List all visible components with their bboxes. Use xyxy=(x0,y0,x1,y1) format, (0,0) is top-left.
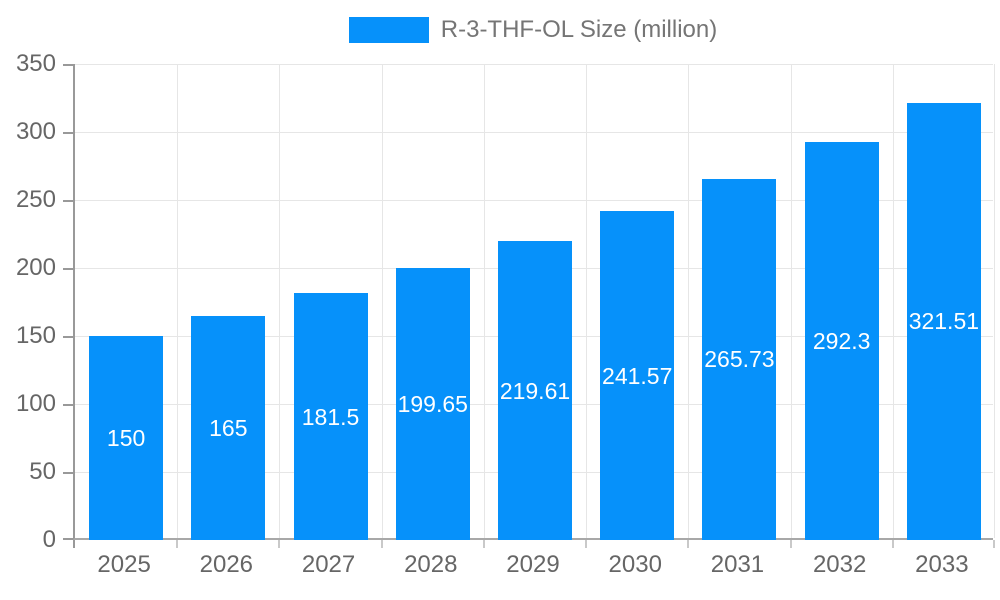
x-axis-tick xyxy=(278,540,281,548)
x-axis-tick xyxy=(789,540,792,548)
x-axis-tick xyxy=(891,540,894,548)
bar-2033[interactable] xyxy=(906,102,981,540)
y-axis-tick xyxy=(63,64,73,66)
gridline-vertical xyxy=(892,64,894,538)
x-tick-label: 2030 xyxy=(608,551,662,578)
x-axis-tick xyxy=(176,540,179,548)
y-axis-tick xyxy=(63,268,73,270)
y-axis-tick xyxy=(63,336,73,338)
x-axis-tick xyxy=(380,540,383,548)
x-tick-label: 2026 xyxy=(199,551,254,578)
gridline-horizontal xyxy=(75,132,993,133)
y-axis-tick xyxy=(63,472,73,474)
legend[interactable]: R-3-THF-OL Size (million) xyxy=(73,14,993,46)
y-axis-labels: 0 50 100 150 200 250 300 350 xyxy=(0,52,56,552)
gridline-vertical xyxy=(483,64,485,538)
x-tick-label: 2029 xyxy=(506,551,560,578)
y-tick-label: 50 xyxy=(29,458,56,485)
x-tick-label: 2033 xyxy=(915,551,969,578)
bar-2032[interactable] xyxy=(804,142,879,540)
gridline-vertical xyxy=(279,64,281,538)
bar-2028[interactable] xyxy=(395,268,470,540)
y-axis-tick xyxy=(63,200,73,202)
y-axis-tick xyxy=(63,132,73,134)
gridline-horizontal xyxy=(75,64,993,65)
y-tick-label: 150 xyxy=(15,322,56,349)
y-tick-label: 350 xyxy=(15,50,56,77)
gridline-horizontal xyxy=(75,200,993,201)
y-tick-label: 300 xyxy=(15,118,56,145)
gridline-vertical xyxy=(586,64,588,538)
gridline-vertical xyxy=(688,64,690,538)
x-axis-tick xyxy=(993,540,995,548)
bar-2029[interactable] xyxy=(498,241,572,540)
plot-area: 150 165 181.5 199.65 219.61 241.57 265.73 292.3… xyxy=(63,64,995,548)
x-tick-label: 2032 xyxy=(812,551,867,578)
y-axis-tick xyxy=(63,404,73,406)
x-tick-label: 2031 xyxy=(710,551,765,578)
bar-2031[interactable] xyxy=(702,178,777,540)
x-axis-tick xyxy=(73,540,75,548)
x-tick-label: 2027 xyxy=(301,551,356,578)
y-axis-tick xyxy=(63,538,73,540)
legend-swatch[interactable] xyxy=(348,17,429,43)
x-tick-label: 2025 xyxy=(97,551,151,578)
x-axis-tick xyxy=(482,540,485,548)
x-axis-tick xyxy=(687,540,690,548)
x-axis-tick xyxy=(585,540,588,548)
gridline-vertical xyxy=(994,64,995,538)
y-tick-label: 250 xyxy=(15,186,56,213)
bar-2025[interactable] xyxy=(89,336,164,540)
x-tick-label: 2028 xyxy=(404,551,458,578)
bar-2030[interactable] xyxy=(600,211,675,540)
bar-2026[interactable] xyxy=(191,315,266,540)
y-tick-label: 100 xyxy=(15,390,56,417)
legend-label[interactable]: R-3-THF-OL Size (million) xyxy=(440,16,718,43)
gridline-vertical xyxy=(177,64,179,538)
y-tick-label: 0 xyxy=(42,526,56,553)
bar-2027[interactable] xyxy=(293,293,368,540)
y-tick-label: 200 xyxy=(15,254,56,281)
gridline-vertical xyxy=(790,64,792,538)
x-axis-labels: 2025 2026 2027 2028 2029 2030 2031 2032 2033 xyxy=(73,552,993,582)
gridline-vertical xyxy=(381,64,383,538)
